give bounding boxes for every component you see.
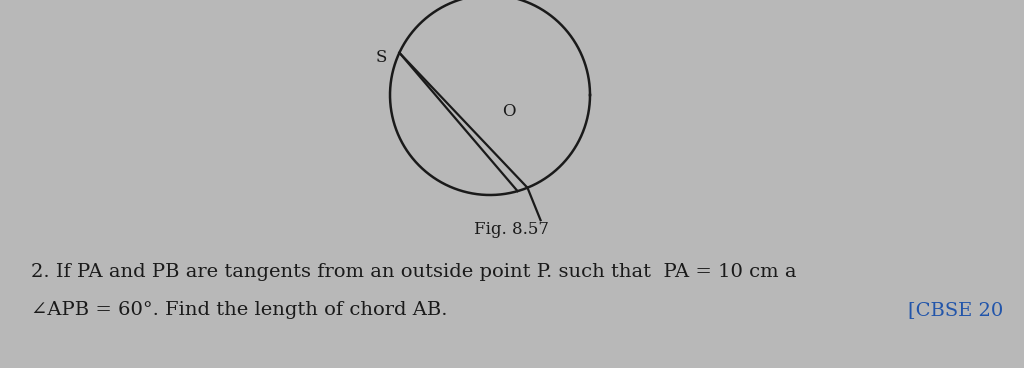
- Text: [CBSE 20: [CBSE 20: [908, 301, 1004, 319]
- Text: 2. If PA and PB are tangents from an outside point P. such that  PA = 10 cm a: 2. If PA and PB are tangents from an out…: [31, 263, 797, 281]
- Text: Fig. 8.57: Fig. 8.57: [474, 222, 550, 238]
- Text: ∠APB = 60°. Find the length of chord AB.: ∠APB = 60°. Find the length of chord AB.: [31, 301, 447, 319]
- Text: S: S: [376, 49, 387, 66]
- Text: O: O: [502, 103, 515, 120]
